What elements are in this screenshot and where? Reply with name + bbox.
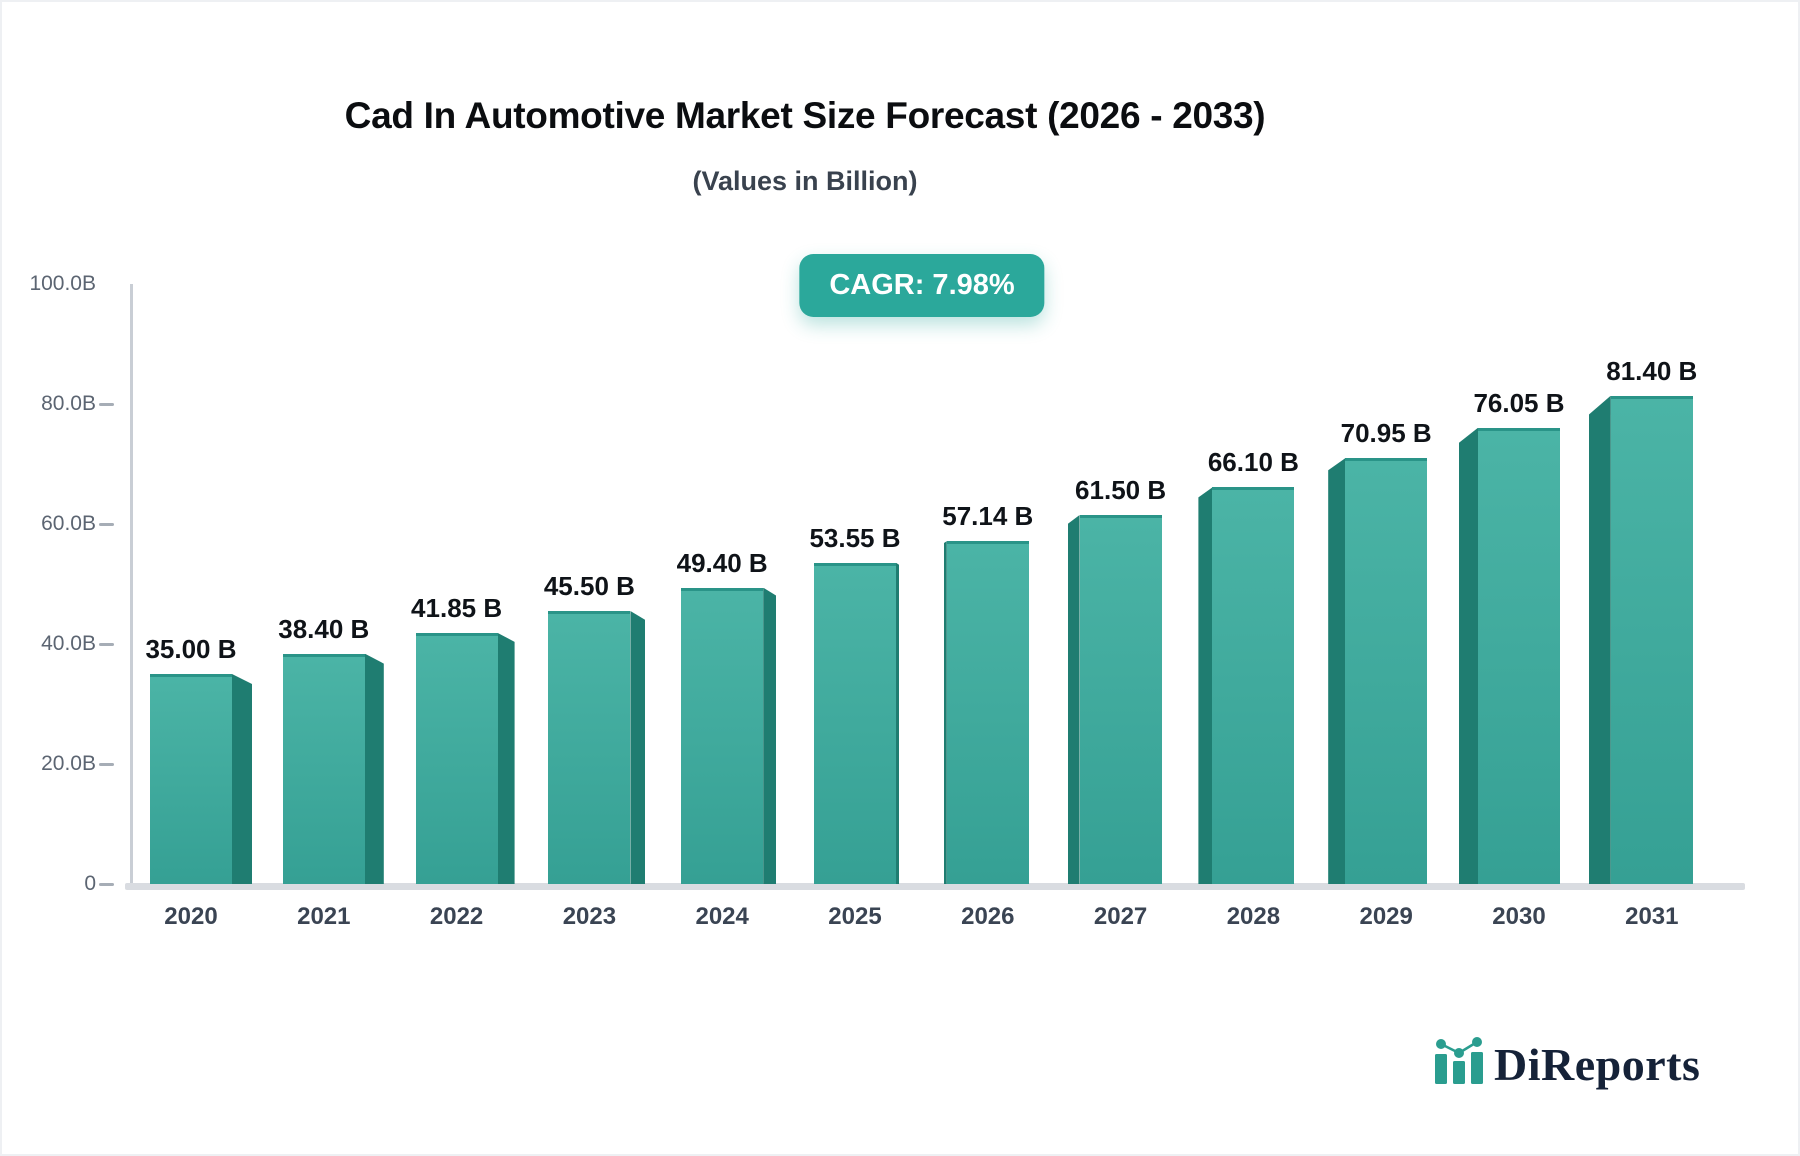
bar-value-label: 76.05 B [1473,387,1565,418]
brand-name: DiReports [1494,1039,1701,1090]
bar-side-face [630,611,646,884]
x-axis-label: 2024 [695,903,749,930]
y-tick-dash [99,883,114,886]
bar-value-label: 61.50 B [1075,475,1167,505]
bar [1079,515,1162,884]
x-axis-label: 2025 [828,903,882,930]
y-tick-label: 40.0B [41,632,96,655]
x-axis-label: 2029 [1359,903,1413,930]
chart-title: Cad In Automotive Market Size Forecast (… [344,95,1266,136]
bar-side-face [1459,427,1478,884]
y-tick-dash [99,523,114,526]
brand-logo: DiReports [1432,1034,1700,1091]
x-axis-label: 2022 [429,903,484,930]
bar-side-face [1067,515,1080,884]
y-tick-dash [99,763,114,766]
x-axis-label: 2027 [1093,903,1148,930]
y-tick-label: 80.0B [41,392,96,415]
bar-side-face [232,674,252,884]
bar-side-face [943,541,947,884]
bar-value-label: 53.55 B [809,522,901,553]
bar [1478,427,1560,884]
bar-side-face [497,632,515,884]
bar-value-label: 66.10 B [1207,447,1299,478]
bar-value-label: 70.95 B [1340,418,1432,449]
x-axis-label: 2021 [297,903,351,930]
bar-side-face [1328,458,1346,884]
bar-chart-logo-icon [1432,1034,1488,1091]
y-tick-dash [99,403,114,406]
x-axis-label: 2030 [1492,903,1546,930]
x-axis-label: 2020 [164,903,218,930]
bar-side-face [364,653,384,884]
bar [1212,487,1295,884]
x-axis-label: 2031 [1625,903,1679,930]
chart-subtitle: (Values in Billion) [692,166,918,196]
bar-side-face [1198,487,1213,884]
y-axis-line [130,284,133,885]
bar-side-face [1588,395,1611,884]
bar [946,541,1029,884]
cagr-badge: CAGR: 7.98% [799,254,1045,317]
bar [814,562,896,884]
bar-value-label: 49.40 B [676,547,768,578]
bar [282,653,365,884]
bar [548,611,631,884]
x-axis-label: 2026 [961,903,1015,930]
x-axis-line [125,883,1745,890]
bar-value-label: 81.40 B [1606,355,1698,386]
y-tick-label: 100.0B [29,272,96,295]
bar-value-label: 57.14 B [942,501,1034,532]
y-tick-label: 20.0B [41,752,96,775]
x-axis-label: 2023 [562,903,617,930]
bar [415,632,498,884]
bar-value-label: 41.85 B [411,592,503,623]
bar-value-label: 38.40 B [278,613,370,644]
bar [1610,395,1693,884]
bar-value-label: 35.00 B [145,634,237,664]
bar [150,674,232,884]
y-tick-label: 0 [84,872,96,895]
x-axis-label: 2028 [1226,903,1281,930]
bar-side-face [763,587,777,884]
bar [681,587,764,884]
bar [1345,458,1428,884]
y-tick-label: 60.0B [41,512,96,535]
bar-value-label: 45.50 B [543,571,635,601]
y-tick-dash [99,643,114,646]
bar-side-face [896,562,899,884]
